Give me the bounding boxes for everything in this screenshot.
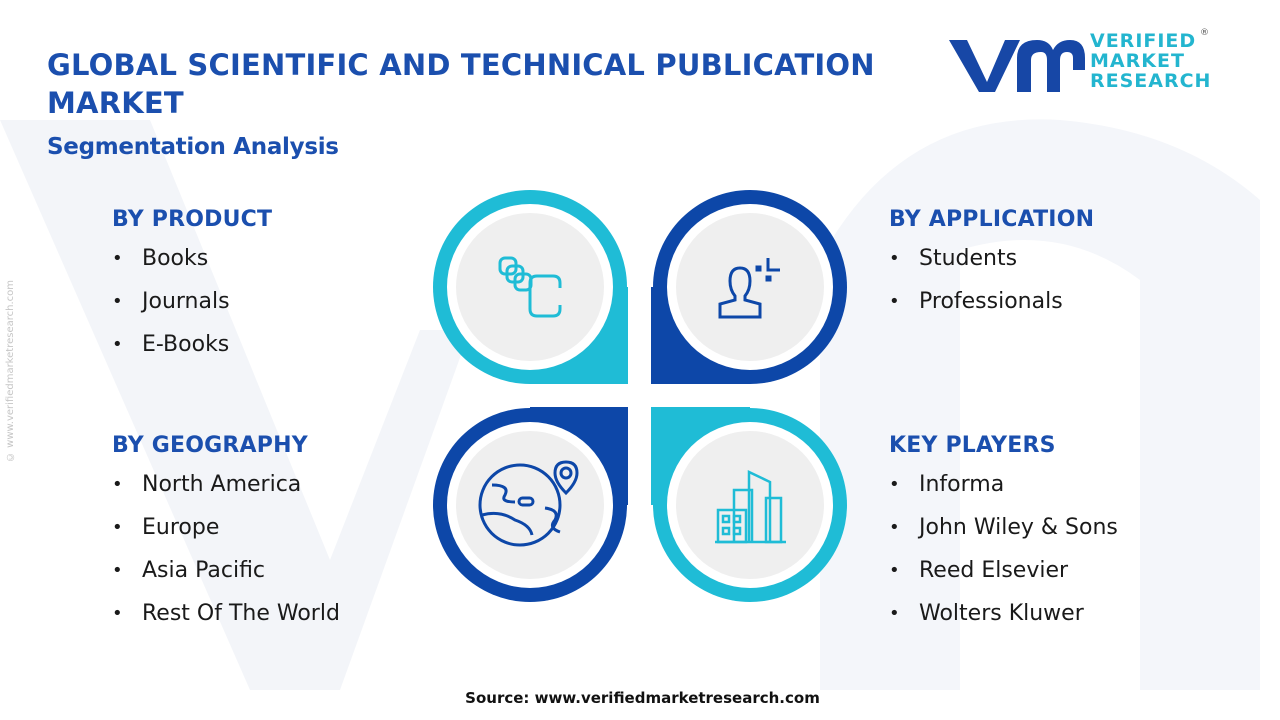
segmentation-hub	[433, 190, 847, 602]
logo-text: VERIFIED MARKET RESEARCH	[1090, 31, 1211, 91]
segment-heading: BY GEOGRAPHY	[112, 433, 308, 458]
buildings-icon	[715, 470, 786, 544]
list-item: Europe	[112, 515, 340, 558]
list-item: Journals	[112, 289, 272, 332]
list-item: North America	[112, 472, 340, 515]
logo-line1: VERIFIED	[1090, 30, 1197, 52]
segment-by-geography: BY GEOGRAPHY North America Europe Asia P…	[112, 433, 340, 644]
segment-by-product: BY PRODUCT Books Journals E-Books	[112, 207, 272, 375]
logo-line2: MARKET	[1090, 50, 1185, 72]
source-citation: Source: www.verifiedmarketresearch.com	[465, 689, 820, 707]
vmr-logo	[949, 40, 1085, 92]
page-title: GLOBAL SCIENTIFIC AND TECHNICAL PUBLICAT…	[47, 48, 875, 120]
list-item: Informa	[889, 472, 1118, 515]
globe-location-icon	[478, 460, 579, 547]
segment-key-players: KEY PLAYERS Informa John Wiley & Sons Re…	[889, 433, 1118, 644]
list-item: Rest Of The World	[112, 601, 340, 644]
registered-mark: ®	[1200, 28, 1209, 38]
logo-line3: RESEARCH	[1090, 70, 1212, 92]
segment-by-application: BY APPLICATION Students Professionals	[889, 207, 1094, 332]
side-watermark-text: © www.verifiedmarketresearch.com	[5, 280, 16, 463]
list-item: Wolters Kluwer	[889, 601, 1118, 644]
list-item: Asia Pacific	[112, 558, 340, 601]
list-item: E-Books	[112, 332, 272, 375]
list-item: Professionals	[889, 289, 1094, 332]
cards-stack-icon	[498, 256, 562, 318]
segment-heading: BY PRODUCT	[112, 207, 273, 232]
list-item: Reed Elsevier	[889, 558, 1118, 601]
list-item: John Wiley & Sons	[889, 515, 1118, 558]
list-item: Books	[112, 246, 272, 289]
segment-heading: BY APPLICATION	[889, 207, 1095, 232]
user-profile-icon	[718, 258, 780, 319]
page-subtitle: Segmentation Analysis	[47, 134, 339, 160]
list-item: Students	[889, 246, 1094, 289]
segment-heading: KEY PLAYERS	[889, 433, 1056, 458]
